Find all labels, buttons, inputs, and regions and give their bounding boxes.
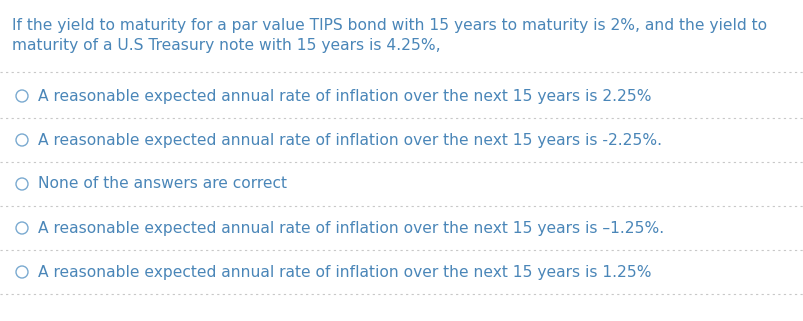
Text: maturity of a U.S Treasury note with 15 years is 4.25%,: maturity of a U.S Treasury note with 15 … — [12, 38, 440, 53]
Text: None of the answers are correct: None of the answers are correct — [38, 177, 287, 192]
Text: A reasonable expected annual rate of inflation over the next 15 years is -2.25%.: A reasonable expected annual rate of inf… — [38, 133, 661, 148]
Text: A reasonable expected annual rate of inflation over the next 15 years is 1.25%: A reasonable expected annual rate of inf… — [38, 265, 650, 280]
Text: A reasonable expected annual rate of inflation over the next 15 years is 2.25%: A reasonable expected annual rate of inf… — [38, 89, 650, 103]
Text: A reasonable expected annual rate of inflation over the next 15 years is –1.25%.: A reasonable expected annual rate of inf… — [38, 221, 663, 236]
Text: If the yield to maturity for a par value TIPS bond with 15 years to maturity is : If the yield to maturity for a par value… — [12, 18, 766, 33]
